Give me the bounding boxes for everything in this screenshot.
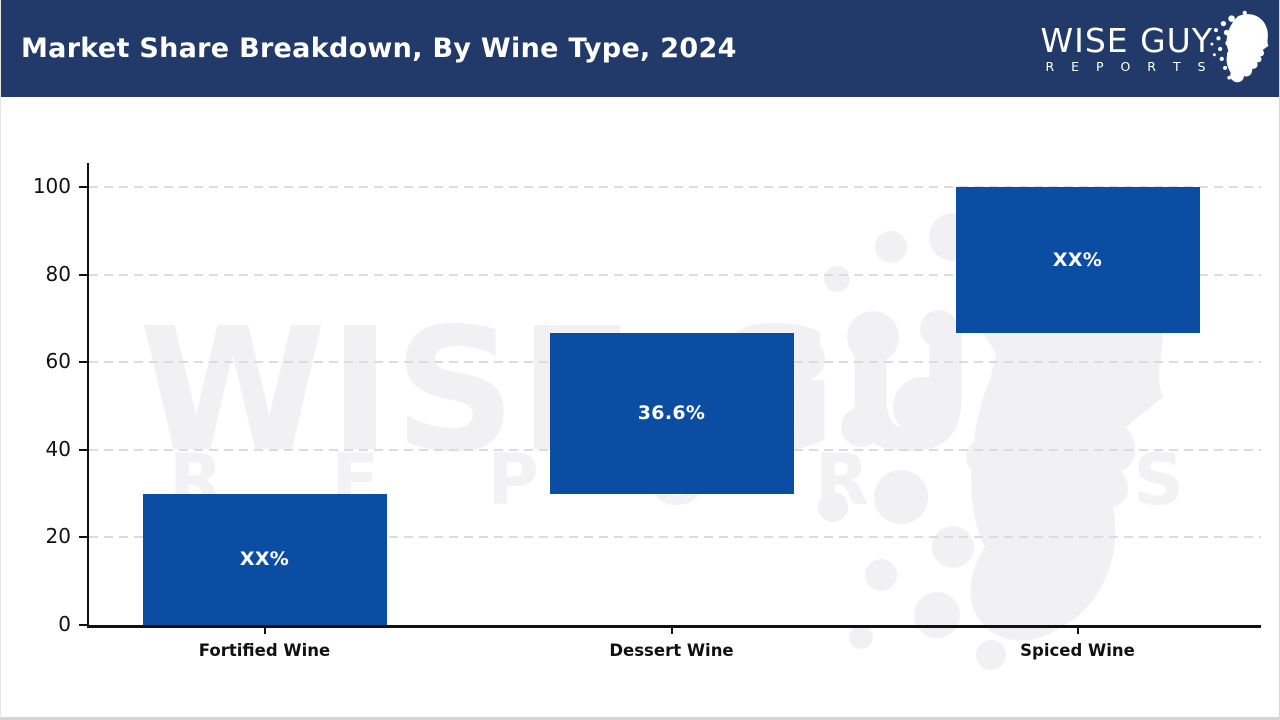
brand-logo: WISE GUY R E P O R T S [1040,7,1271,91]
y-tick-label-60: 60 [45,349,71,374]
y-tick-label-0: 0 [58,612,71,636]
y-tick-mark-20 [79,536,87,539]
brand-logo-text: WISE GUY R E P O R T S [1040,24,1213,74]
y-tick-mark-40 [79,448,87,451]
bar-fortified-wine: XX% [142,493,387,625]
bar-spiced-wine: XX% [955,187,1200,334]
chart-area: WISE GUY R E P O R T S 020406080100XX%Fo… [1,97,1279,717]
y-tick-mark-100 [79,186,87,188]
page-title: Market Share Breakdown, By Wine Type, 20… [21,33,737,64]
bar-dessert-wine: 36.6% [549,333,794,494]
gridline-y100 [89,186,1261,188]
y-tick-mark-0 [79,624,87,626]
x-axis-line [87,625,1261,628]
brand-subtitle: R E P O R T S [1045,58,1212,74]
brand-name: WISE GUY [1040,20,1213,60]
x-tick-label-3: Spiced Wine [1020,641,1135,660]
bar-value-label: XX% [1052,249,1103,272]
dotted-face-logo-icon [1210,10,1269,82]
bar-value-label: 36.6% [637,402,706,425]
y-tick-label-40: 40 [45,436,71,461]
x-tick-label-1: Fortified Wine [198,641,331,660]
y-tick-label-100: 100 [32,174,71,198]
x-tick-mark-3 [1076,628,1079,634]
gridline-y80 [89,273,1261,276]
y-tick-mark-80 [79,273,87,276]
header-bar: Market Share Breakdown, By Wine Type, 20… [1,0,1279,97]
x-tick-label-2: Dessert Wine [609,641,734,660]
y-tick-mark-60 [79,361,87,364]
gridline-y20 [89,536,1261,539]
x-tick-mark-1 [263,628,266,634]
y-tick-label-20: 20 [45,524,71,549]
bar-value-label: XX% [239,548,290,571]
y-axis-line [87,163,89,628]
y-tick-label-80: 80 [45,261,71,286]
x-tick-mark-2 [670,628,673,634]
